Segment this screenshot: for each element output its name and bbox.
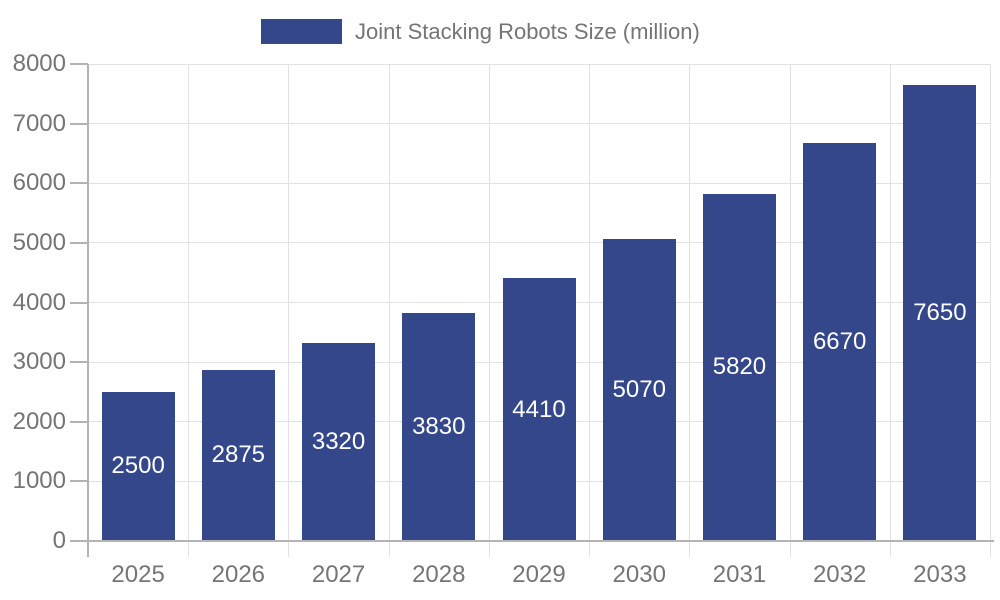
gridline-v bbox=[889, 64, 891, 557]
bar bbox=[903, 84, 977, 541]
x-tick-label: 2031 bbox=[712, 561, 767, 588]
y-axis-line bbox=[87, 64, 89, 557]
gridline-v bbox=[689, 64, 691, 557]
bar bbox=[302, 343, 376, 541]
bar-value-label: 4410 bbox=[512, 395, 566, 423]
bar-value-label: 2875 bbox=[211, 441, 266, 469]
gridline-v bbox=[990, 64, 991, 557]
bar-value-label: 5070 bbox=[612, 375, 666, 403]
y-tick bbox=[70, 63, 88, 65]
y-tick bbox=[70, 122, 88, 125]
bar-value-label: 7650 bbox=[913, 298, 967, 326]
chart-legend: Joint Stacking Robots Size (million) bbox=[261, 19, 700, 44]
bar-value-label: 6670 bbox=[812, 328, 867, 356]
y-tick-label: 0 bbox=[52, 527, 66, 554]
y-tick-label: 2000 bbox=[12, 407, 66, 435]
x-tick-label: 2025 bbox=[111, 561, 165, 588]
legend-label: Joint Stacking Robots Size (million) bbox=[355, 19, 700, 44]
gridline-v bbox=[789, 64, 791, 557]
gridline-h bbox=[88, 242, 990, 244]
x-tick-label: 2028 bbox=[412, 561, 466, 588]
gridline-v bbox=[589, 64, 591, 557]
y-tick bbox=[70, 361, 88, 364]
x-axis-line bbox=[70, 540, 994, 542]
y-tick-label: 4000 bbox=[12, 288, 66, 316]
bar bbox=[101, 391, 175, 541]
gridline-h bbox=[88, 182, 990, 184]
x-tick-label: 2032 bbox=[812, 561, 867, 588]
x-tick-label: 2029 bbox=[512, 561, 566, 588]
y-tick-label: 8000 bbox=[12, 50, 66, 77]
y-tick bbox=[70, 301, 88, 304]
x-tick-label: 2027 bbox=[311, 561, 366, 588]
bar-value-label: 5820 bbox=[712, 353, 767, 381]
bar-value-label: 2500 bbox=[111, 452, 165, 480]
x-tick-label: 2033 bbox=[913, 561, 967, 588]
y-tick-label: 5000 bbox=[12, 228, 66, 256]
y-tick bbox=[70, 241, 88, 244]
y-tick bbox=[70, 420, 88, 423]
bar bbox=[602, 238, 676, 541]
y-tick bbox=[70, 182, 88, 185]
gridline-h bbox=[88, 63, 990, 65]
legend-swatch bbox=[261, 19, 342, 44]
bar bbox=[201, 369, 275, 541]
bar-value-label: 3320 bbox=[311, 428, 366, 456]
gridline-v bbox=[288, 64, 290, 557]
y-tick-label: 1000 bbox=[12, 467, 66, 495]
gridline-v bbox=[188, 64, 190, 557]
x-tick-label: 2030 bbox=[612, 561, 666, 588]
y-tick bbox=[70, 540, 88, 542]
bar bbox=[803, 143, 877, 541]
y-tick bbox=[70, 480, 88, 483]
gridline-h bbox=[88, 123, 990, 125]
bar bbox=[502, 278, 576, 541]
gridline-v bbox=[388, 64, 390, 557]
bar bbox=[702, 193, 776, 541]
x-tick-label: 2026 bbox=[211, 561, 266, 588]
bar bbox=[402, 312, 476, 541]
bar-value-label: 3830 bbox=[412, 412, 466, 440]
y-tick-label: 6000 bbox=[12, 169, 66, 197]
gridline-v bbox=[488, 64, 490, 557]
y-tick-label: 7000 bbox=[12, 109, 66, 137]
y-tick-label: 3000 bbox=[12, 348, 66, 376]
